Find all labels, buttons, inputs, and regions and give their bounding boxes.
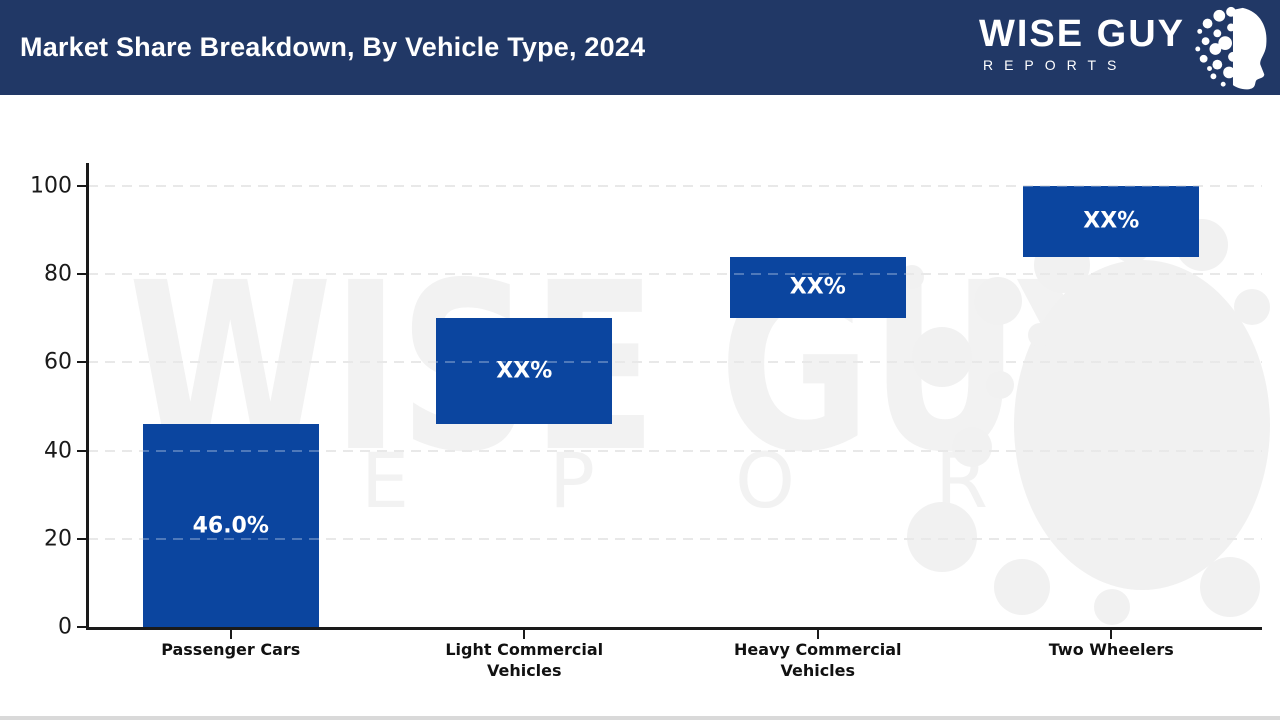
y-axis-tick-label: 40	[44, 438, 72, 464]
x-axis-category-label: Two Wheelers	[1048, 640, 1174, 659]
x-axis	[86, 627, 1262, 630]
gridline	[88, 273, 1262, 276]
x-axis-category-label: Light Commercial Vehicles	[445, 640, 604, 680]
y-axis-tick	[77, 361, 86, 364]
brand-logo-head-icon	[1195, 6, 1267, 90]
x-axis-category-label: Passenger Cars	[161, 640, 301, 659]
y-axis-tick	[77, 273, 86, 276]
x-axis-tick	[816, 629, 819, 639]
x-axis-category-label: Heavy Commercial Vehicles	[733, 640, 902, 680]
brand-logo-line1: WISE GUY	[978, 13, 1185, 55]
x-axis-tick	[1110, 629, 1113, 639]
gridline	[88, 361, 1262, 364]
x-axis-tick	[229, 629, 232, 639]
gridline-overlay	[88, 361, 1262, 364]
bar-value-label: XX%	[1083, 208, 1140, 234]
y-axis-tick-label: 0	[58, 614, 72, 640]
y-axis	[86, 163, 89, 629]
gridline	[88, 449, 1262, 452]
bar-segment	[729, 256, 906, 319]
bar-value-label: XX%	[496, 358, 553, 384]
bar-segment	[436, 318, 613, 425]
x-axis-tick	[523, 629, 526, 639]
y-axis-tick	[77, 449, 86, 452]
page-title: Market Share Breakdown, By Vehicle Type,…	[20, 32, 646, 62]
y-axis-tick-label: 100	[30, 173, 72, 199]
gridline	[88, 185, 1262, 187]
bar-value-label: XX%	[789, 274, 846, 300]
y-axis-tick-label: 20	[44, 526, 72, 552]
gridline-overlay	[88, 185, 1262, 187]
bar-segment	[1023, 186, 1200, 257]
page-footer-rule	[0, 716, 1280, 720]
gridline-overlay	[88, 449, 1262, 452]
gridline	[88, 537, 1262, 540]
header-bar: Market Share Breakdown, By Vehicle Type,…	[0, 0, 1280, 95]
y-axis-tick	[77, 537, 86, 540]
gridline-overlay	[88, 273, 1262, 276]
y-axis-tick	[77, 626, 86, 628]
y-axis-tick-label: 80	[44, 261, 72, 287]
bar-segment	[142, 424, 319, 627]
brand-logo: WISE GUY REPORTS	[978, 13, 1185, 73]
y-axis-tick-label: 60	[44, 349, 72, 375]
y-axis-tick	[77, 185, 86, 187]
bar-value-label: 46.0%	[192, 513, 269, 539]
brand-logo-line2: REPORTS	[982, 56, 1128, 73]
gridline-overlay	[88, 537, 1262, 540]
